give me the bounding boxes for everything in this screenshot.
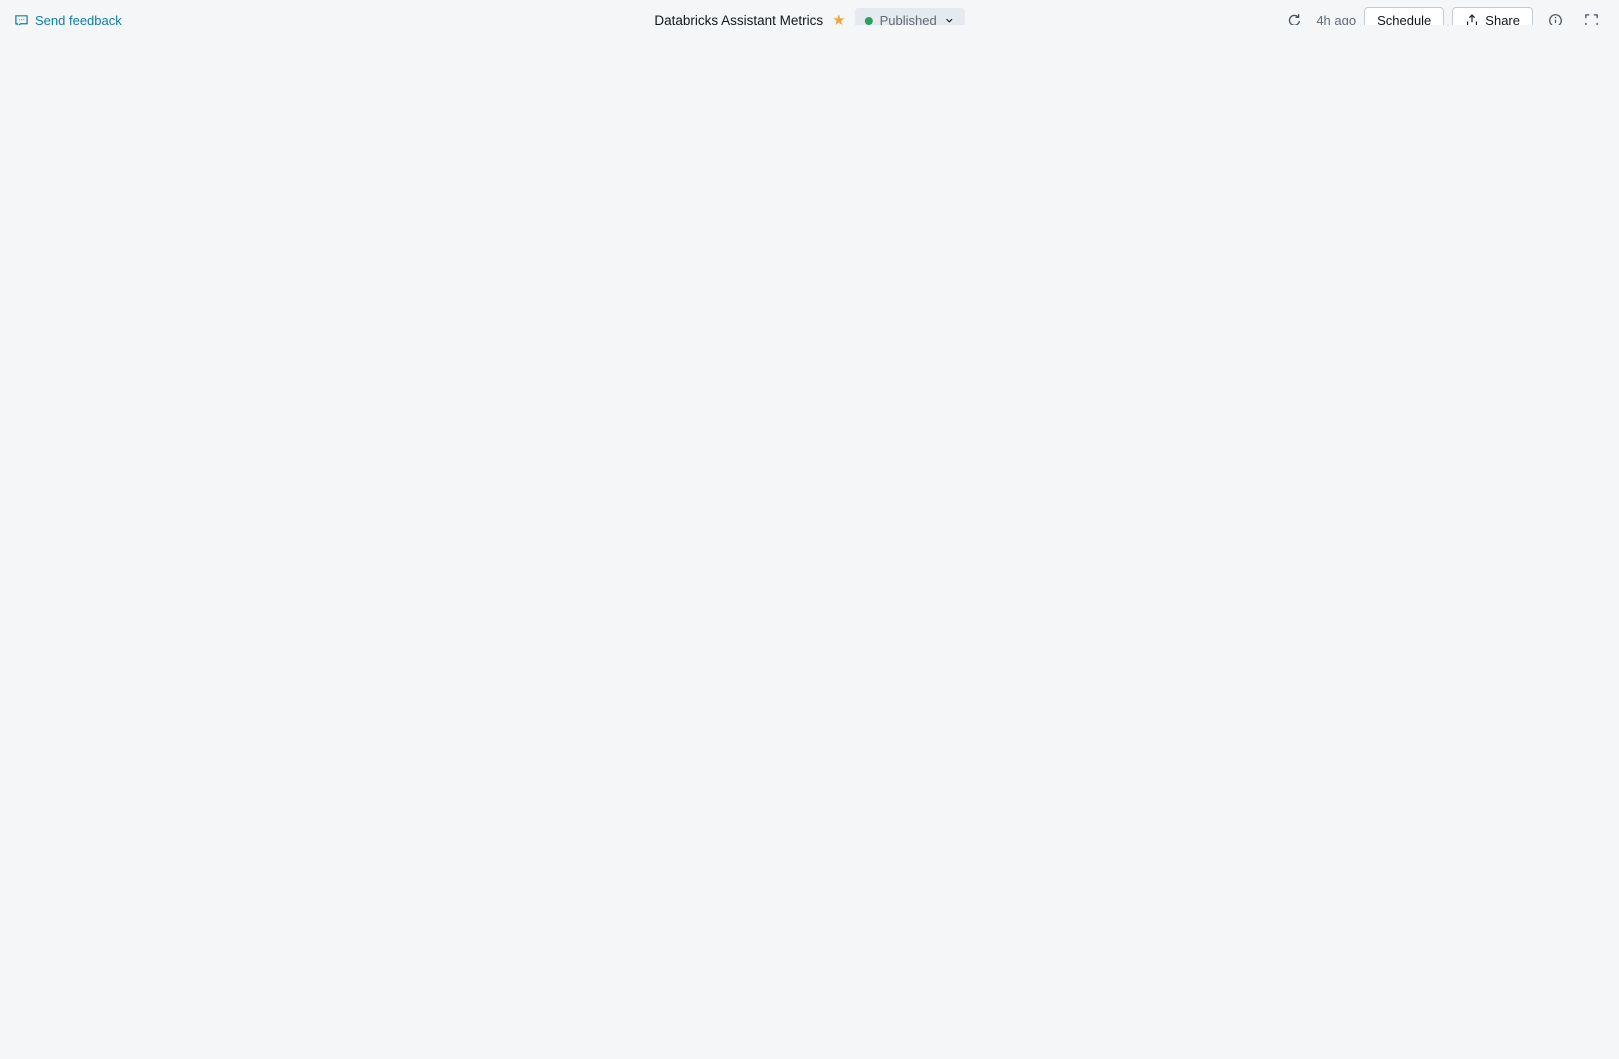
feedback-bubble-icon [14, 13, 29, 25]
info-icon[interactable] [1541, 7, 1569, 25]
share-button[interactable]: Share [1452, 6, 1533, 25]
chevron-down-icon [946, 18, 953, 23]
schedule-label: Schedule [1377, 13, 1432, 25]
schedule-button[interactable]: Schedule [1364, 6, 1445, 25]
refresh-icon[interactable] [1280, 7, 1308, 25]
published-label: Published [879, 13, 937, 25]
last-refreshed-label: 4h ago [1316, 13, 1357, 25]
published-status-dropdown[interactable]: Published [854, 7, 965, 25]
header-actions: 4h ago Schedule Share [1280, 6, 1605, 25]
dashboard-title: Databricks Assistant Metrics [654, 13, 824, 25]
send-feedback-link[interactable]: Send feedback [14, 8, 122, 25]
share-icon [1465, 13, 1479, 25]
fullscreen-icon[interactable] [1577, 7, 1605, 25]
feedback-label: Send feedback [35, 13, 122, 25]
dashboard-title-group: Databricks Assistant Metrics ★ Published [654, 7, 965, 25]
dashboard-page: Send feedback Databricks Assistant Metri… [0, 0, 1619, 25]
favorite-star-icon[interactable]: ★ [832, 12, 846, 25]
share-label: Share [1485, 13, 1520, 25]
top-bar: Send feedback Databricks Assistant Metri… [0, 0, 1619, 25]
published-dot-icon [864, 16, 873, 25]
